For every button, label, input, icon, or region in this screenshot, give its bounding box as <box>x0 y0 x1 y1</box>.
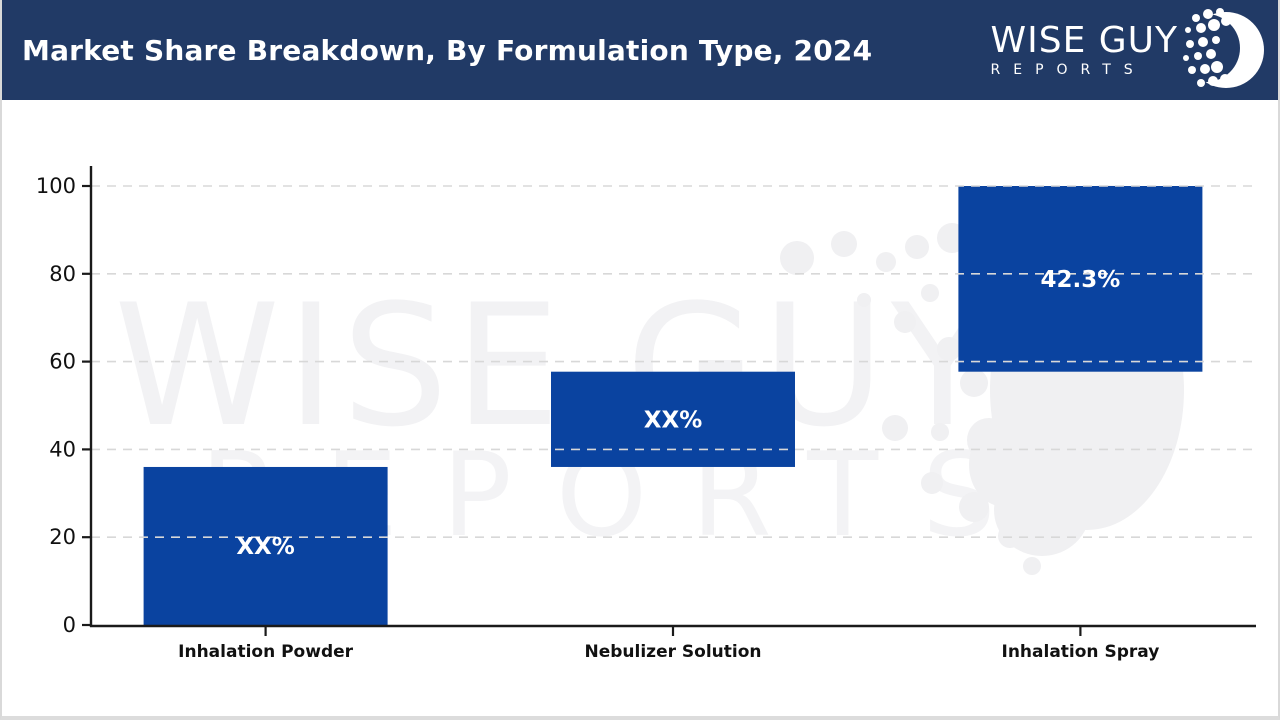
logo-wordmark: WISE GUY <box>990 20 1178 62</box>
y-tick-label-0: 0 <box>63 613 76 637</box>
bar-value-label-inhalation-powder: XX% <box>236 534 295 560</box>
header: Market Share Breakdown, By Formulation T… <box>2 0 1278 100</box>
logo-subtext: REPORTS <box>990 61 1146 78</box>
y-tick-label-80: 80 <box>49 262 76 286</box>
wiseguy-logo: WISE GUY REPORTS <box>991 5 1269 95</box>
y-tick-label-20: 20 <box>49 525 76 549</box>
logo-text: WISE GUY REPORTS <box>991 22 1179 78</box>
x-category-label-inhalation-spray: Inhalation Spray <box>1002 642 1160 662</box>
logo-face-icon <box>1180 8 1264 88</box>
y-tick-label-60: 60 <box>49 350 76 374</box>
bar-value-label-inhalation-spray: 42.3% <box>1041 267 1121 293</box>
bar-nebulizer-solution <box>551 371 795 467</box>
x-category-label-inhalation-powder: Inhalation Powder <box>178 642 353 662</box>
y-tick-label-40: 40 <box>49 437 76 461</box>
y-tick-label-100: 100 <box>36 174 76 198</box>
page-title: Market Share Breakdown, By Formulation T… <box>22 33 873 67</box>
bar-inhalation-powder <box>143 466 388 625</box>
bar-value-label-nebulizer-solution: XX% <box>644 407 703 433</box>
x-category-label-nebulizer-solution: Nebulizer Solution <box>585 642 762 662</box>
